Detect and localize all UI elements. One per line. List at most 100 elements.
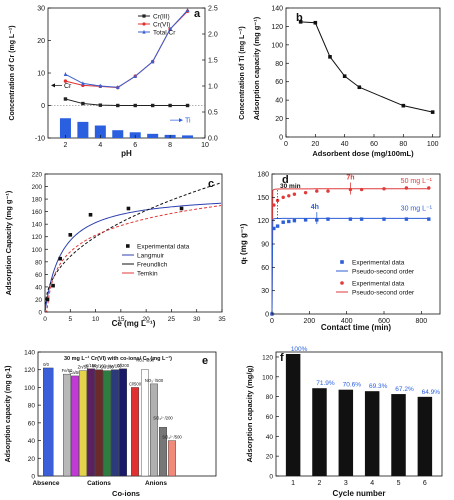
legend-label: Cr(III)	[153, 13, 170, 20]
y-tick-label: 100	[271, 42, 283, 49]
data-point	[88, 212, 93, 217]
y-tick-label: 0	[31, 474, 35, 481]
bar-label: Cl/200	[117, 363, 130, 368]
y-tick-label: 120	[257, 218, 269, 225]
panel-letter: c	[208, 178, 214, 190]
y-tick-label: 40	[28, 438, 36, 445]
legend-label: Experimental data	[352, 259, 405, 266]
x-tick-label: 4	[370, 480, 374, 487]
data-point	[382, 217, 386, 221]
y-tick-label: 160	[32, 209, 43, 216]
chart-panel-e: 30 mg L⁻¹ Cr(VI) with co-ions/ Cₒ (mg L⁻…	[5, 350, 217, 498]
y-tick-label: 80	[35, 259, 42, 266]
x-tick-label: 20	[311, 141, 319, 148]
plot-frame	[285, 7, 441, 138]
bar-label: Ca/50	[69, 370, 81, 375]
y-axis-label-right: Concentration of Ti (mg L⁻¹)	[239, 26, 246, 119]
bar	[168, 440, 176, 477]
bar	[312, 388, 327, 476]
y-tick-label: 20	[37, 38, 45, 45]
series-label: 30 mg L⁻¹	[401, 205, 433, 212]
y-tick-label: 120	[271, 24, 283, 31]
y-tick-label-right: 1.5	[208, 58, 218, 65]
data-point	[348, 217, 353, 221]
x-tick-label: 0	[43, 316, 47, 323]
data-point	[359, 187, 364, 192]
legend-label: Experimental data	[352, 280, 405, 287]
legend-label: Temkin	[137, 270, 158, 277]
ti-bar	[147, 133, 159, 138]
data-point	[313, 20, 318, 25]
data-point	[281, 220, 285, 224]
series-point	[185, 7, 190, 12]
y-tick-label: 10	[37, 71, 45, 78]
panel-letter: d	[282, 174, 289, 186]
series-point	[98, 103, 103, 107]
data-point	[404, 217, 409, 221]
group-label: Cations	[87, 480, 111, 487]
data-point	[68, 233, 73, 237]
legend: Experimental data Langmuir Freundlich Temki…	[122, 243, 190, 277]
data-point	[179, 206, 184, 211]
legend-label: Total Cr	[153, 29, 176, 36]
x-tick-label: 6	[423, 480, 427, 487]
chart-panel-f: 100%171.9%270.6%369.3%467.2%564.9%602040…	[245, 346, 443, 498]
bar-label: Fe/50	[62, 368, 73, 373]
y-tick-label: 40	[266, 434, 274, 441]
annotation-30min: 30 min	[280, 183, 301, 190]
y-tick-label: 20	[28, 456, 36, 463]
bar	[119, 368, 127, 477]
data-point	[287, 194, 291, 198]
x-axis-label: Co-ions	[112, 489, 140, 498]
legend-label: Freundlich	[137, 261, 168, 268]
legend-label: Cr(VI)	[153, 21, 170, 28]
x-tick-label: 800	[415, 318, 427, 325]
y-tick-label: 20	[35, 297, 42, 304]
bar-label: SO₄²⁻/500	[162, 435, 182, 440]
bar	[150, 383, 158, 477]
x-tick-label: 0	[270, 318, 274, 325]
data-point	[404, 186, 409, 190]
bar-label: Cl/500	[129, 381, 142, 386]
series-point	[63, 97, 68, 101]
x-tick-label: 200	[303, 318, 315, 325]
legend: Cr(III)Cr(VI)Total Cr	[138, 13, 176, 36]
plot-frame	[37, 351, 217, 477]
legend-marker	[340, 260, 344, 264]
data-point	[58, 256, 62, 261]
x-tick-label: 1	[291, 480, 295, 487]
x-tick-label: 400	[341, 318, 353, 325]
series-point	[185, 103, 190, 108]
y-axis-label: Adsorption capacity (mg/g)	[245, 365, 254, 463]
data-point	[359, 217, 364, 221]
y-tick-label-right: 1.0	[208, 84, 218, 91]
bar	[71, 375, 79, 477]
series-label: 50 mg L⁻¹	[401, 178, 433, 185]
y-tick-label: 200	[32, 184, 43, 191]
y-tick-label: 140	[271, 6, 283, 13]
series-point	[63, 79, 68, 83]
ti-bar	[59, 118, 71, 138]
bar	[338, 389, 354, 476]
y-tick-label: 80	[28, 403, 36, 410]
y-tick-label: 20	[266, 454, 274, 461]
y-tick-label: 140	[24, 350, 35, 357]
bar-label: 69.3%	[369, 383, 388, 390]
data-point	[382, 187, 386, 191]
ti-bar	[77, 121, 89, 138]
bar-label: 70.6%	[343, 382, 362, 389]
series-point	[98, 83, 103, 88]
bar	[87, 368, 95, 477]
series-point	[116, 85, 120, 89]
freundlich-curve	[44, 182, 222, 305]
y-axis-label: Adsorption capacity (mg g-1)	[5, 366, 12, 463]
series-point	[150, 59, 155, 64]
ti-bar	[94, 125, 106, 138]
cr-arrow-head	[51, 83, 55, 88]
y-tick-label-right: 0.5	[208, 110, 218, 117]
legend-label: Langmuir	[137, 252, 165, 259]
x-tick-label: 5	[68, 316, 72, 323]
x-tick-label: 15	[117, 316, 125, 323]
y-tick-label: 180	[32, 197, 43, 204]
